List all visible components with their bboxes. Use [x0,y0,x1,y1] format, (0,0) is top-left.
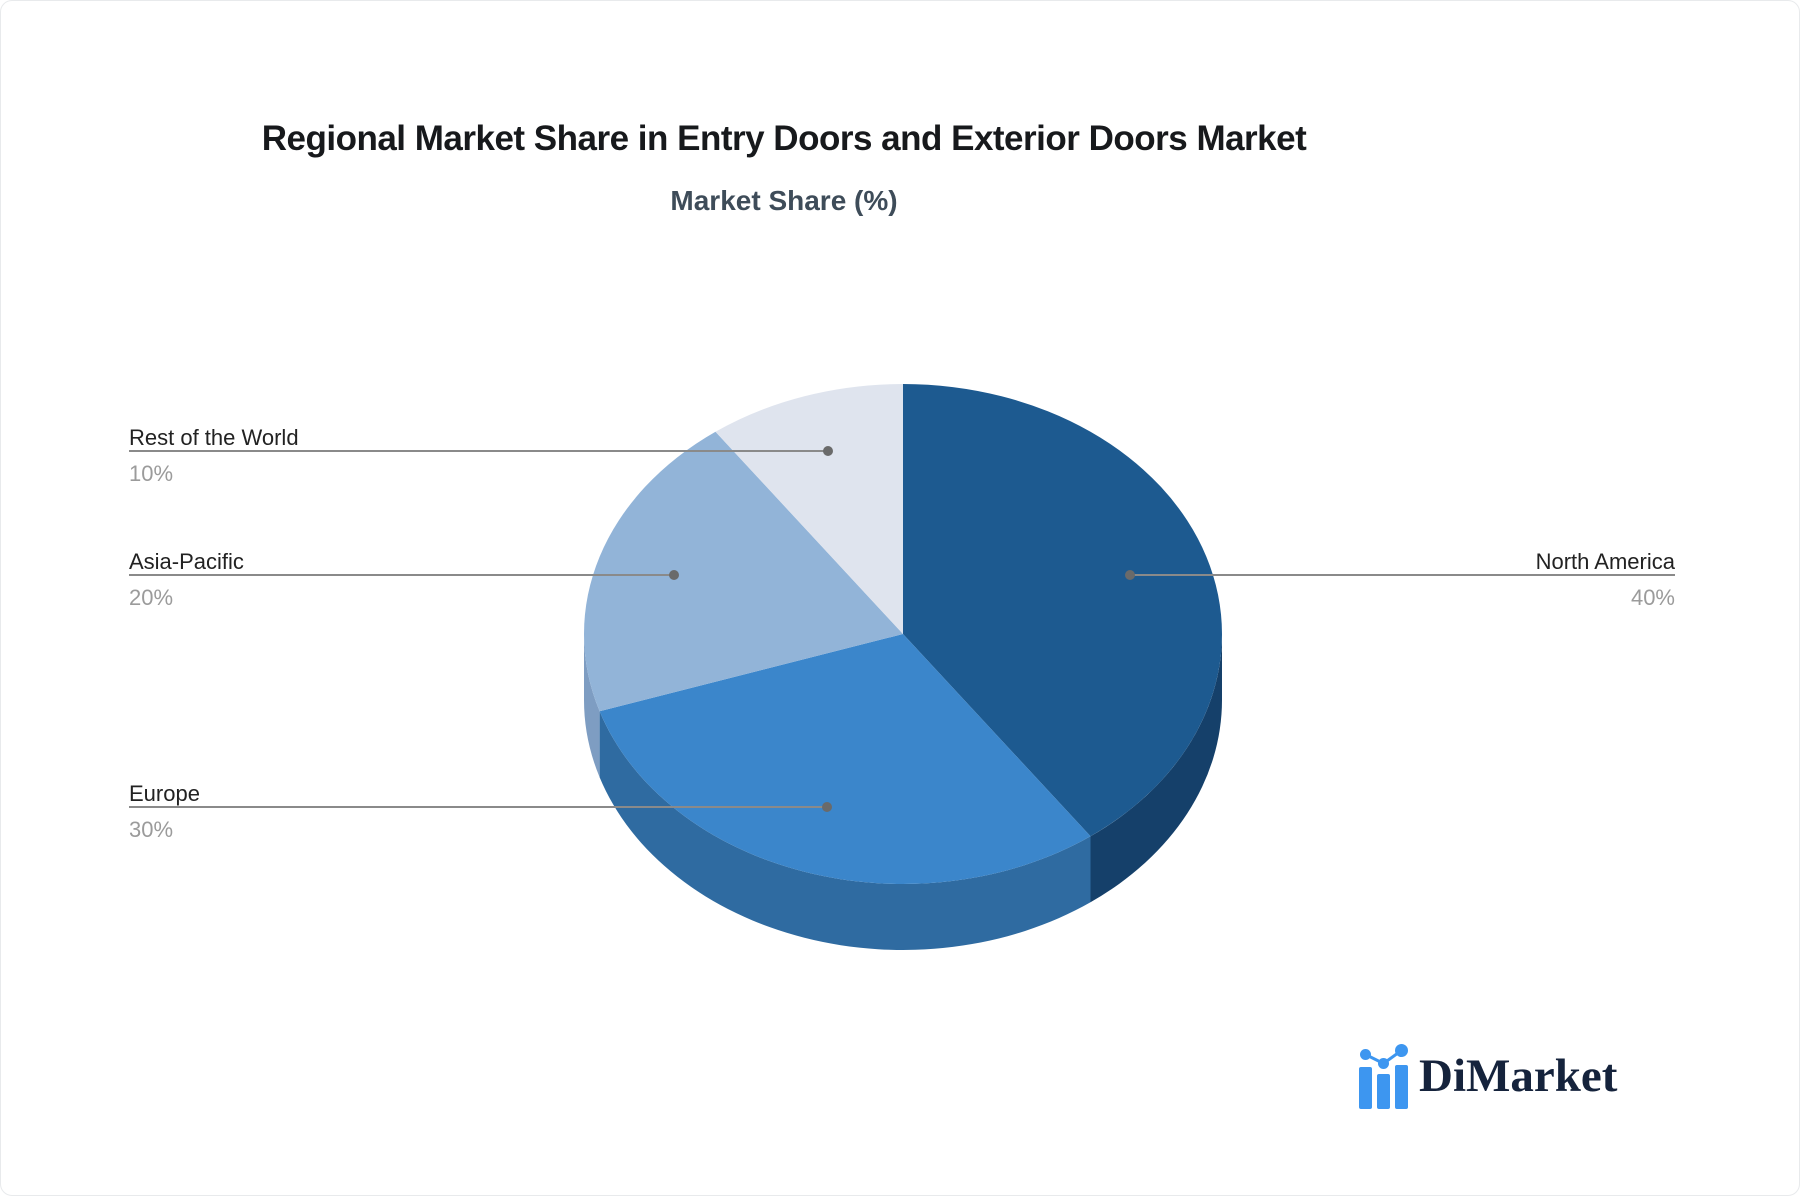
brand-name: DiMarket [1419,1050,1618,1102]
callout-pct-rest-of-the-world: 10% [129,461,174,486]
pie-slice-asia-pacific[interactable] [584,431,903,712]
pie-slice-rest-of-the-world[interactable] [715,384,904,634]
leader-dot-rest-of-the-world [823,446,833,456]
pie-rim-north-america [1090,634,1222,903]
chart-subtitle: Market Share (%) [670,185,898,216]
callout-pct-europe: 30% [129,817,174,842]
brand-logo[interactable]: DiMarket [1357,1041,1657,1121]
leader-dot-asia-pacific [669,570,679,580]
callout-pct-north-america: 40% [1630,585,1675,610]
leader-dot-europe [822,802,832,812]
pie-rim-asia-pacific [584,634,600,778]
callout-label-europe: Europe [129,781,200,806]
callout-pct-asia-pacific: 20% [129,585,174,610]
pie-rim-europe [599,711,1091,950]
callout-label-north-america: North America [1535,549,1675,574]
bar-chart-logo-icon [1359,1044,1408,1109]
pie-slice-europe[interactable] [599,634,1091,884]
chart-title: Regional Market Share in Entry Doors and… [261,119,1307,158]
pie-slice-north-america[interactable] [903,384,1222,837]
leader-dot-north-america [1125,570,1135,580]
callout-label-rest-of-the-world: Rest of the World [129,425,299,450]
callout-label-asia-pacific: Asia-Pacific [129,549,244,574]
